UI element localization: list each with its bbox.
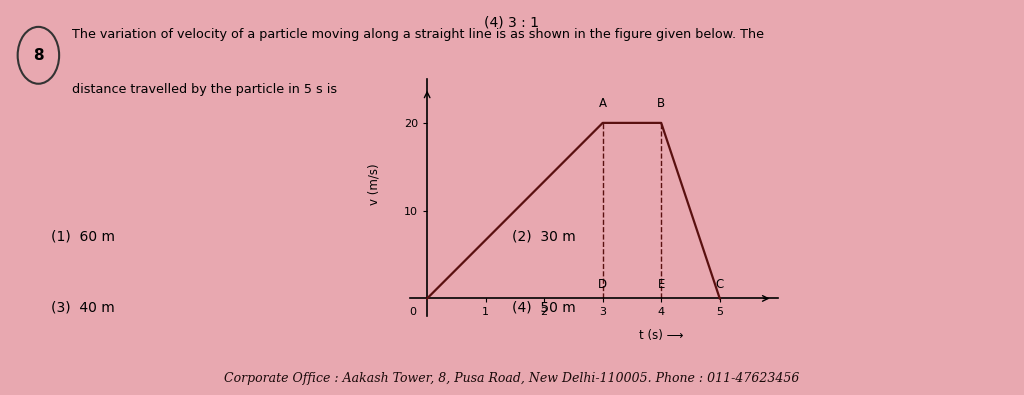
Text: Corporate Office : Aakash Tower, 8, Pusa Road, New Delhi-110005. Phone : 011-476: Corporate Office : Aakash Tower, 8, Pusa… xyxy=(224,372,800,385)
Text: A: A xyxy=(599,97,606,110)
Text: C: C xyxy=(716,278,724,292)
Circle shape xyxy=(17,27,59,84)
Text: D: D xyxy=(598,278,607,292)
Text: (3)  40 m: (3) 40 m xyxy=(51,300,115,314)
Text: 0: 0 xyxy=(409,307,416,317)
Text: distance travelled by the particle in 5 s is: distance travelled by the particle in 5 … xyxy=(72,83,337,96)
Text: t (s) ⟶: t (s) ⟶ xyxy=(639,329,683,342)
Text: (2)  30 m: (2) 30 m xyxy=(512,229,575,243)
Text: (1)  60 m: (1) 60 m xyxy=(51,229,115,243)
Text: E: E xyxy=(657,278,665,292)
Text: (4)  50 m: (4) 50 m xyxy=(512,300,575,314)
Text: 8: 8 xyxy=(33,48,44,63)
Text: (4) 3 : 1: (4) 3 : 1 xyxy=(484,16,540,30)
Text: B: B xyxy=(657,97,666,110)
Text: The variation of velocity of a particle moving along a straight line is as shown: The variation of velocity of a particle … xyxy=(72,28,764,41)
Text: v (m/s): v (m/s) xyxy=(368,164,381,205)
